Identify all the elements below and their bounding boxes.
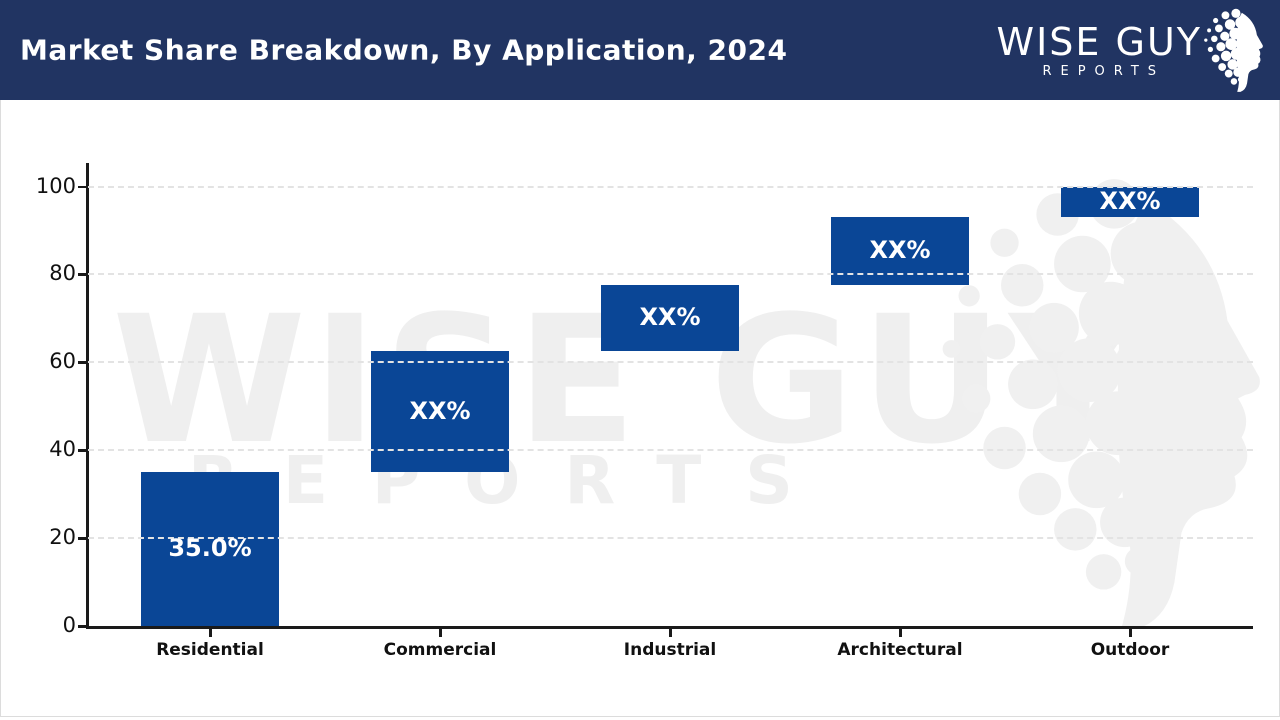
x-axis-line: [86, 626, 1253, 629]
bar-value-label: 35.0%: [168, 534, 252, 563]
gridline-100: [88, 185, 1253, 188]
x-category-label: Residential: [156, 640, 264, 660]
x-category-label: Outdoor: [1090, 640, 1170, 660]
y-tick-mark: [78, 625, 88, 628]
x-category-label: Industrial: [623, 640, 717, 660]
bar-residential: [141, 472, 279, 626]
x-tick-mark: [439, 628, 442, 637]
logo-face-icon: [1196, 7, 1268, 93]
bar-value-label: XX%: [639, 303, 701, 332]
y-tick-mark: [78, 185, 88, 188]
header-bar: Market Share Breakdown, By Application, …: [0, 0, 1280, 100]
y-tick-label: 100: [35, 173, 76, 198]
y-tick-label: 60: [49, 349, 76, 374]
x-tick-mark: [1129, 628, 1132, 637]
gridline-60: [88, 361, 1253, 364]
gridline-40: [88, 449, 1253, 452]
y-tick-label: 40: [49, 437, 76, 462]
y-tick-label: 80: [49, 261, 76, 286]
x-tick-mark: [209, 628, 212, 637]
x-category-label: Commercial: [383, 640, 497, 660]
y-axis-line: [86, 163, 89, 628]
bar-outdoor: [1061, 186, 1199, 218]
gridline-20: [88, 537, 1253, 540]
y-tick-label: 20: [49, 525, 76, 550]
y-tick-mark: [78, 537, 88, 540]
y-tick-mark: [78, 361, 88, 364]
y-tick-label: 0: [62, 613, 76, 637]
logo-reports-text: REPORTS: [1042, 63, 1166, 79]
gridline-80: [88, 273, 1253, 276]
logo-wiseguy-text: WISE GUY: [996, 19, 1202, 64]
x-tick-mark: [669, 628, 672, 637]
x-tick-mark: [899, 628, 902, 637]
bar-value-label: XX%: [1099, 186, 1161, 215]
wise-guy-reports-logo: WISE GUY REPORTS: [997, 6, 1268, 94]
chart-title: Market Share Breakdown, By Application, …: [20, 33, 788, 67]
bar-value-label: XX%: [869, 236, 931, 265]
bar-industrial: [601, 285, 739, 352]
y-tick-mark: [78, 273, 88, 276]
bar-value-label: XX%: [409, 396, 471, 425]
x-category-label: Architectural: [837, 640, 963, 660]
y-tick-mark: [78, 449, 88, 452]
bar-commercial: [371, 351, 509, 473]
